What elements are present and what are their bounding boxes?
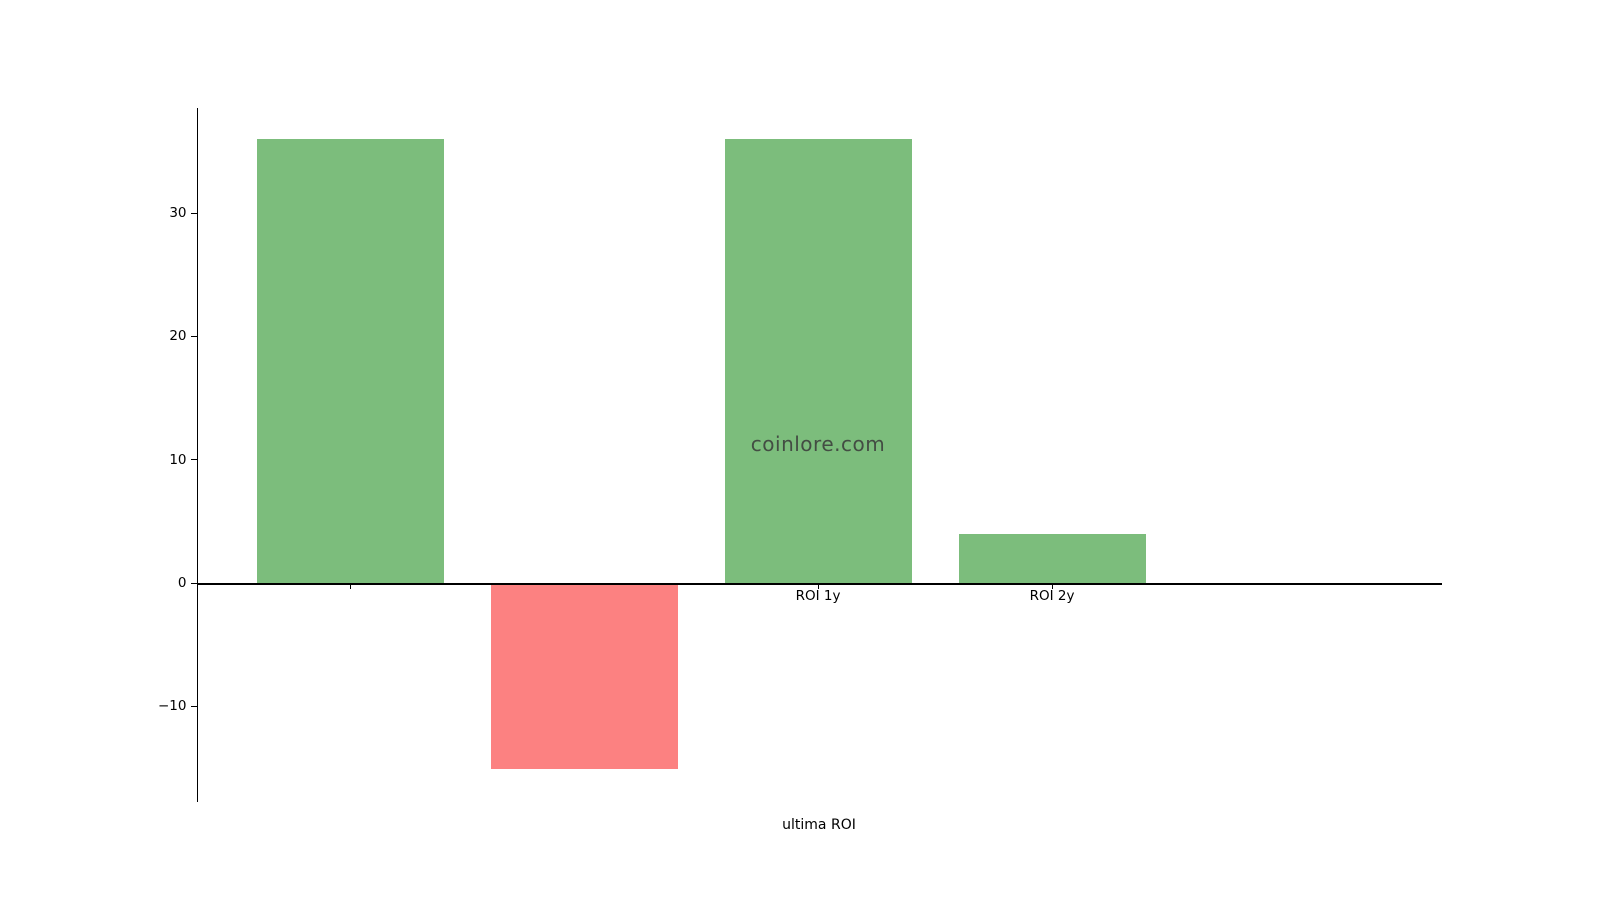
chart-title: ultima ROI	[782, 817, 856, 833]
x-tick-3	[817, 583, 819, 589]
bar-roi-2y	[958, 533, 1146, 583]
x-tick-label-roi-1y: ROI 1y	[795, 588, 841, 604]
bar-category-2	[490, 584, 678, 769]
y-tick-label-10: 10	[169, 451, 187, 468]
y-tick-10	[190, 459, 197, 461]
y-tick-label-0: 0	[177, 575, 187, 591]
y-tick-30	[190, 212, 197, 214]
x-axis-line	[196, 583, 1442, 585]
x-tick-1	[349, 583, 351, 589]
y-tick-−10	[190, 705, 197, 707]
bar-roi-1y	[724, 139, 912, 583]
bar-category-1	[256, 139, 444, 583]
x-tick-4	[1051, 583, 1053, 589]
y-tick-label-−10: −10	[158, 698, 187, 715]
y-tick-label-20: 20	[169, 328, 187, 345]
watermark-text: coinlore.com	[750, 432, 886, 456]
x-tick-label-roi-2y: ROI 2y	[1029, 588, 1075, 604]
y-axis-line	[196, 108, 198, 802]
y-tick-20	[190, 335, 197, 338]
y-tick-label-30: 30	[169, 205, 187, 222]
y-tick-0	[190, 582, 197, 584]
